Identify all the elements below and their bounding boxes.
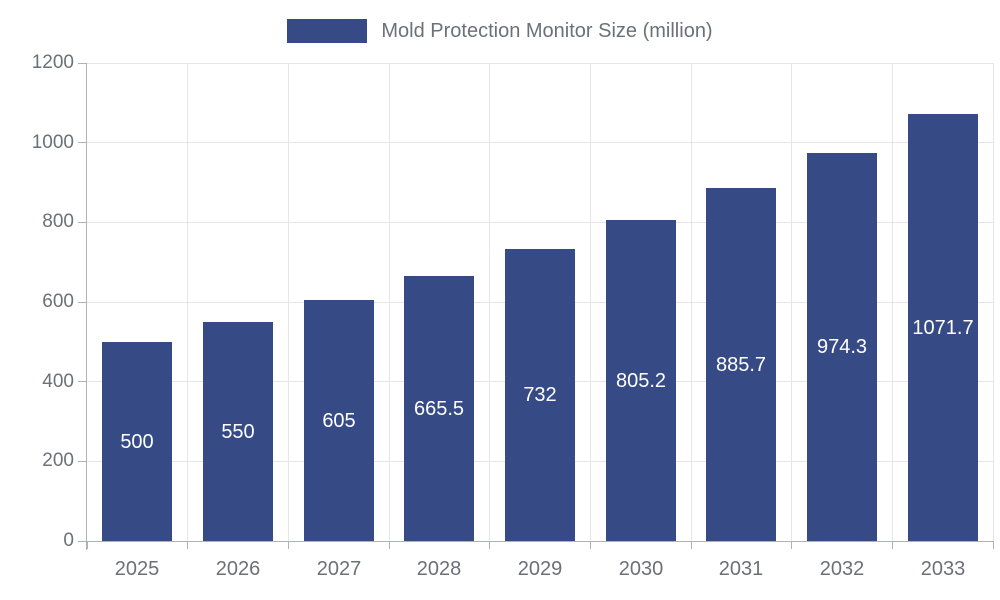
- y-axis-tick: [78, 460, 86, 462]
- x-axis-tick: [891, 541, 893, 549]
- y-tick-label: 1000: [31, 131, 74, 153]
- y-tick-label: 1200: [31, 52, 74, 73]
- bar[interactable]: [807, 153, 877, 541]
- x-axis-line: [78, 541, 993, 542]
- x-axis-label: 2030: [618, 558, 664, 580]
- x-axis-label: 2029: [517, 558, 563, 580]
- chart-legend[interactable]: Mold Protection Monitor Size (million): [0, 19, 1000, 43]
- legend-label: Mold Protection Monitor Size (million): [381, 19, 713, 42]
- legend-swatch: [287, 19, 368, 43]
- bar[interactable]: [505, 249, 575, 541]
- y-tick-label: 200: [42, 450, 74, 472]
- x-axis-tick: [388, 541, 390, 549]
- x-axis-tick: [992, 541, 994, 549]
- x-axis-tick: [589, 541, 591, 549]
- x-axis-tick: [187, 541, 189, 549]
- y-tick-label: 600: [42, 291, 74, 312]
- bar[interactable]: [908, 114, 978, 541]
- bar[interactable]: [404, 276, 474, 541]
- y-axis-tick: [78, 301, 86, 303]
- y-axis-tick: [78, 540, 86, 542]
- y-tick-label: 800: [42, 211, 74, 233]
- bar[interactable]: [102, 342, 172, 541]
- x-axis-label: 2026: [215, 558, 261, 580]
- plot-right-border: [993, 63, 994, 541]
- bar[interactable]: [304, 300, 374, 541]
- y-axis-tick: [78, 381, 86, 383]
- x-axis-tick: [791, 541, 793, 549]
- bar[interactable]: [706, 188, 776, 541]
- y-axis-tick: [78, 62, 86, 64]
- y-tick-label: 0: [63, 530, 74, 551]
- y-axis-tick: [78, 142, 86, 144]
- bar[interactable]: [203, 322, 273, 541]
- x-axis-tick: [287, 541, 289, 549]
- x-axis-label: 2027: [316, 558, 362, 580]
- x-axis-label: 2025: [114, 558, 160, 580]
- x-axis-tick: [690, 541, 692, 549]
- x-axis-tick: [86, 541, 88, 549]
- x-axis-label: 2028: [416, 558, 462, 580]
- x-axis-label: 2032: [819, 558, 865, 580]
- x-axis-label: 2033: [920, 558, 966, 580]
- y-axis-tick: [78, 221, 86, 223]
- x-axis-tick: [489, 541, 491, 549]
- x-axis-label: 2031: [718, 558, 764, 580]
- bar[interactable]: [606, 220, 676, 541]
- y-tick-label: 400: [42, 370, 74, 392]
